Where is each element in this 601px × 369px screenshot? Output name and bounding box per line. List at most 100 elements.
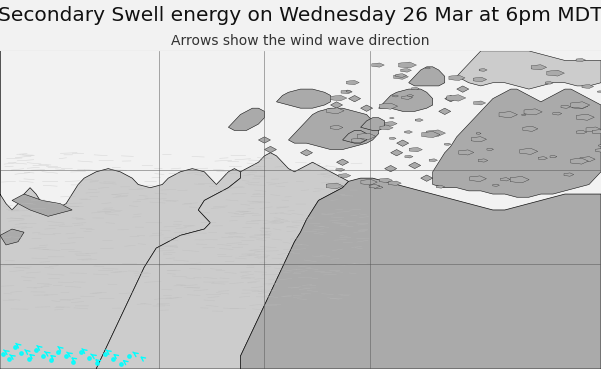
Polygon shape <box>379 89 433 111</box>
Polygon shape <box>561 105 570 108</box>
Polygon shape <box>336 168 345 171</box>
Polygon shape <box>522 114 526 115</box>
Point <box>10 344 20 350</box>
Polygon shape <box>326 183 343 189</box>
Polygon shape <box>487 148 493 151</box>
Point <box>46 357 56 363</box>
Polygon shape <box>361 179 377 185</box>
Polygon shape <box>300 149 313 156</box>
Polygon shape <box>576 114 594 120</box>
Polygon shape <box>426 130 445 136</box>
Point <box>53 349 63 355</box>
Polygon shape <box>409 67 445 86</box>
Polygon shape <box>264 146 276 153</box>
Point <box>124 353 134 359</box>
Polygon shape <box>422 131 440 138</box>
Point <box>24 356 34 362</box>
Polygon shape <box>545 82 553 84</box>
Point <box>117 361 126 367</box>
Polygon shape <box>531 65 547 70</box>
Polygon shape <box>407 95 413 97</box>
Polygon shape <box>570 102 590 108</box>
Polygon shape <box>397 140 409 146</box>
Polygon shape <box>499 111 517 118</box>
Polygon shape <box>457 51 601 89</box>
Polygon shape <box>346 80 359 85</box>
Polygon shape <box>0 51 240 369</box>
Polygon shape <box>385 121 397 126</box>
Polygon shape <box>409 148 423 152</box>
Polygon shape <box>421 175 433 181</box>
Polygon shape <box>580 157 595 162</box>
Text: Arrows show the wind wave direction: Arrows show the wind wave direction <box>171 34 430 48</box>
Polygon shape <box>331 125 343 130</box>
Point <box>100 351 110 357</box>
Point <box>93 360 102 366</box>
Polygon shape <box>357 133 376 139</box>
Polygon shape <box>429 159 438 162</box>
Polygon shape <box>493 184 499 186</box>
Polygon shape <box>433 89 601 197</box>
Polygon shape <box>586 127 601 132</box>
Point <box>4 356 14 362</box>
Polygon shape <box>550 155 557 158</box>
Point <box>38 353 48 359</box>
Polygon shape <box>524 109 542 115</box>
Polygon shape <box>0 229 24 245</box>
Polygon shape <box>380 125 393 130</box>
Polygon shape <box>571 158 588 164</box>
Polygon shape <box>396 74 407 77</box>
Polygon shape <box>553 112 562 115</box>
Polygon shape <box>444 143 451 145</box>
Polygon shape <box>412 87 419 90</box>
Polygon shape <box>582 85 594 89</box>
Polygon shape <box>258 137 270 143</box>
Polygon shape <box>538 157 548 160</box>
Polygon shape <box>447 95 466 101</box>
Polygon shape <box>392 95 398 97</box>
Polygon shape <box>228 108 264 131</box>
Polygon shape <box>404 131 412 133</box>
Polygon shape <box>478 159 488 162</box>
Polygon shape <box>369 184 380 188</box>
Polygon shape <box>372 63 384 67</box>
Polygon shape <box>361 118 385 131</box>
Polygon shape <box>599 145 601 146</box>
Polygon shape <box>388 181 401 185</box>
Point <box>108 356 118 362</box>
Polygon shape <box>474 77 487 82</box>
Polygon shape <box>459 150 474 155</box>
Polygon shape <box>564 173 574 176</box>
Polygon shape <box>476 132 481 134</box>
Polygon shape <box>449 75 465 80</box>
Polygon shape <box>523 126 538 131</box>
Polygon shape <box>288 108 379 149</box>
Polygon shape <box>346 90 352 92</box>
Polygon shape <box>415 119 423 121</box>
Point <box>0 351 8 357</box>
Polygon shape <box>349 96 361 102</box>
Polygon shape <box>327 108 344 114</box>
Text: Secondary Swell energy on Wednesday 26 Mar at 6pm MDT: Secondary Swell energy on Wednesday 26 M… <box>0 6 601 25</box>
Polygon shape <box>510 176 529 183</box>
Polygon shape <box>596 148 601 152</box>
Polygon shape <box>445 96 457 102</box>
Polygon shape <box>339 174 351 177</box>
Polygon shape <box>379 103 398 109</box>
Point <box>31 347 41 353</box>
Polygon shape <box>426 67 430 69</box>
Point <box>84 355 94 361</box>
Polygon shape <box>401 69 412 72</box>
Polygon shape <box>409 162 421 169</box>
Polygon shape <box>520 148 538 154</box>
Polygon shape <box>390 117 394 119</box>
Polygon shape <box>96 153 349 369</box>
Polygon shape <box>439 108 451 114</box>
Point <box>16 350 26 356</box>
Polygon shape <box>576 58 585 62</box>
Polygon shape <box>331 95 347 101</box>
Point <box>61 354 71 359</box>
Polygon shape <box>474 101 486 105</box>
Polygon shape <box>479 69 487 71</box>
Polygon shape <box>436 185 445 188</box>
